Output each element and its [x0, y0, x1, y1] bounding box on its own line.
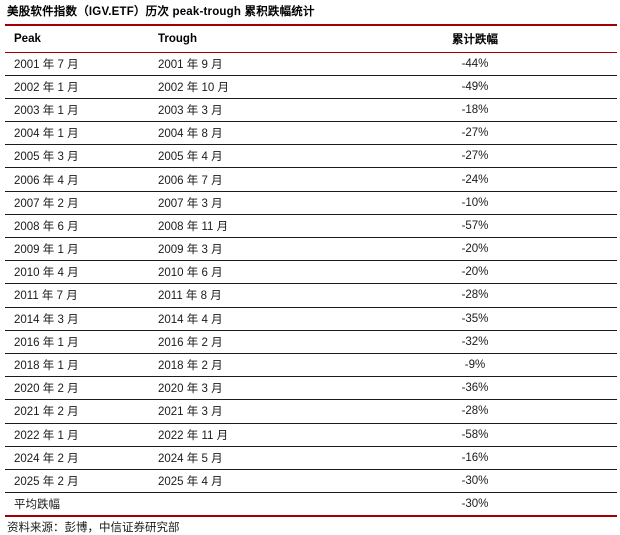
table-row: 2016 年 1 月 2016 年 2 月 -32% [5, 330, 617, 354]
table-row: 2010 年 4 月 2010 年 6 月 -20% [5, 261, 617, 284]
peak-cell: 2018 年 1 月 [14, 360, 79, 373]
table-row: 2025 年 2 月 2025 年 4 月 -30% [5, 469, 617, 493]
drawdown-cell: -27% [461, 127, 489, 140]
table-row: 2021 年 2 月 2021 年 3 月 -28% [5, 400, 617, 423]
peak-cell: 2002 年 1 月 [14, 81, 79, 94]
drawdown-cell: -58% [461, 428, 489, 441]
table-row: 2011 年 7 月 2011 年 8 月 -28% [5, 284, 617, 308]
summary-label-cell: 平均跌幅 [14, 498, 60, 511]
trough-cell: 2005 年 4 月 [158, 151, 223, 164]
peak-cell: 2025 年 2 月 [14, 475, 79, 488]
peak-cell: 2016 年 1 月 [14, 336, 79, 349]
drawdown-cell: -27% [461, 150, 489, 163]
drawdown-cell: -20% [461, 243, 489, 256]
drawdown-cell: -32% [461, 335, 489, 348]
table-row: 2022 年 1 月 2022 年 11 月 -58% [5, 423, 617, 447]
peak-cell: 2010 年 4 月 [14, 267, 79, 280]
drawdown-cell: -35% [461, 312, 489, 325]
drawdown-cell: -30% [461, 474, 489, 487]
table-row: 2002 年 1 月 2002 年 10 月 -49% [5, 75, 617, 99]
drawdown-cell: -10% [461, 196, 489, 209]
peak-cell: 2001 年 7 月 [14, 58, 79, 71]
table-row: 2007 年 2 月 2007 年 3 月 -10% [5, 191, 617, 215]
table-row: 2014 年 3 月 2014 年 4 月 -35% [5, 307, 617, 331]
drawdown-cell: -28% [461, 405, 489, 418]
trough-cell: 2024 年 5 月 [158, 452, 223, 465]
drawdown-cell: -24% [461, 173, 489, 186]
table-row: 2020 年 2 月 2020 年 3 月 -36% [5, 377, 617, 400]
peak-cell: 2021 年 2 月 [14, 406, 79, 419]
peak-cell: 2020 年 2 月 [14, 383, 79, 396]
trough-cell: 2001 年 9 月 [158, 58, 223, 71]
trough-cell: 2014 年 4 月 [158, 313, 223, 326]
peak-cell: 2014 年 3 月 [14, 313, 79, 326]
peak-cell: 2004 年 1 月 [14, 128, 79, 141]
drawdown-table: Peak Trough 累计跌幅 2001 年 7 月 2001 年 9 月 -… [5, 24, 617, 517]
table-row: 2006 年 4 月 2006 年 7 月 -24% [5, 168, 617, 192]
trough-cell: 2016 年 2 月 [158, 336, 223, 349]
peak-cell: 2005 年 3 月 [14, 151, 79, 164]
drawdown-cell: -36% [461, 382, 489, 395]
drawdown-cell: -57% [461, 219, 489, 232]
drawdown-cell: -18% [461, 103, 489, 116]
column-header-trough: Trough [158, 32, 197, 45]
trough-cell: 2011 年 8 月 [158, 290, 222, 303]
drawdown-cell: -9% [464, 359, 486, 372]
trough-cell: 2009 年 3 月 [158, 244, 223, 257]
peak-cell: 2011 年 7 月 [14, 290, 78, 303]
table-row: 2003 年 1 月 2003 年 3 月 -18% [5, 98, 617, 122]
table-row: 2008 年 6 月 2008 年 11 月 -57% [5, 214, 617, 238]
trough-cell: 2010 年 6 月 [158, 267, 223, 280]
table-row: 2009 年 1 月 2009 年 3 月 -20% [5, 238, 617, 261]
peak-cell: 2024 年 2 月 [14, 452, 79, 465]
table-row: 2004 年 1 月 2004 年 8 月 -27% [5, 122, 617, 145]
table-row: 2018 年 1 月 2018 年 2 月 -9% [5, 353, 617, 377]
source-note: 资料来源：彭博，中信证券研究部 [7, 521, 180, 534]
trough-cell: 2007 年 3 月 [158, 197, 223, 210]
drawdown-cell: -44% [461, 57, 489, 70]
trough-cell: 2003 年 3 月 [158, 104, 223, 117]
column-header-drawdown: 累计跌幅 [452, 33, 498, 46]
peak-cell: 2007 年 2 月 [14, 197, 79, 210]
trough-cell: 2022 年 11 月 [158, 429, 229, 442]
summary-empty-cell [149, 493, 333, 516]
trough-cell: 2004 年 8 月 [158, 128, 223, 141]
peak-cell: 2022 年 1 月 [14, 429, 79, 442]
peak-cell: 2006 年 4 月 [14, 174, 79, 187]
table-row: 2024 年 2 月 2024 年 5 月 -16% [5, 446, 617, 470]
peak-cell: 2008 年 6 月 [14, 220, 79, 233]
trough-cell: 2002 年 10 月 [158, 81, 229, 94]
drawdown-cell: -28% [461, 289, 489, 302]
peak-cell: 2003 年 1 月 [14, 104, 79, 117]
drawdown-cell: -16% [461, 451, 489, 464]
table-header-row: Peak Trough 累计跌幅 [5, 25, 617, 52]
trough-cell: 2020 年 3 月 [158, 383, 223, 396]
drawdown-cell: -20% [461, 266, 489, 279]
trough-cell: 2006 年 7 月 [158, 174, 223, 187]
trough-cell: 2018 年 2 月 [158, 360, 223, 373]
table-row: 2005 年 3 月 2005 年 4 月 -27% [5, 145, 617, 168]
table-body: 2001 年 7 月 2001 年 9 月 -44% 2002 年 1 月 20… [5, 52, 617, 516]
table-row: 2001 年 7 月 2001 年 9 月 -44% [5, 52, 617, 76]
column-header-peak: Peak [14, 32, 41, 45]
page-title: 美股软件指数（IGV.ETF）历次 peak-trough 累积跌幅统计 [7, 6, 315, 18]
peak-cell: 2009 年 1 月 [14, 244, 79, 257]
trough-cell: 2025 年 4 月 [158, 475, 223, 488]
summary-value-cell: -30% [461, 497, 489, 510]
drawdown-cell: -49% [461, 80, 489, 93]
trough-cell: 2008 年 11 月 [158, 220, 229, 233]
summary-row: 平均跌幅 -30% [5, 493, 617, 516]
trough-cell: 2021 年 3 月 [158, 406, 223, 419]
